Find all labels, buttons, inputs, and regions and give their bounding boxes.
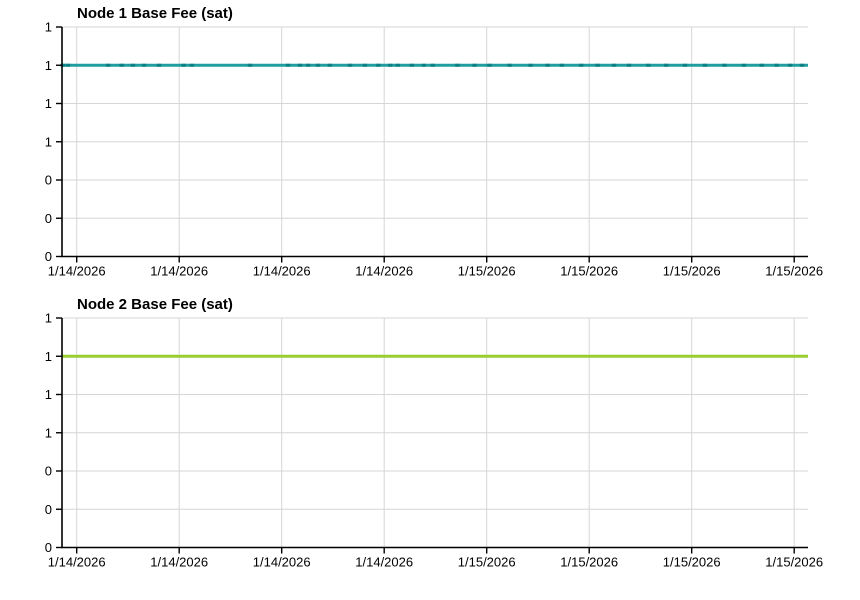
data-point-marker bbox=[297, 63, 303, 67]
x-tick-label: 1/15/2026 bbox=[765, 555, 823, 570]
chart-section-node2-base-fee: 1 1 1 1 0 0 0 1/14/2026 1/14/2026 1/14/2026 1/14/2… bbox=[0, 291, 860, 582]
y-tick-label: 1 bbox=[45, 425, 52, 440]
x-tick-label: 1/15/2026 bbox=[663, 555, 721, 570]
data-point-marker bbox=[65, 63, 71, 67]
data-point-marker bbox=[327, 63, 333, 67]
y-tick-label: 1 bbox=[45, 349, 52, 364]
data-point-marker bbox=[626, 63, 632, 67]
y-tick-label: 0 bbox=[45, 464, 52, 479]
chart-title-node2: Node 2 Base Fee (sat) bbox=[77, 296, 233, 313]
data-point-marker bbox=[141, 63, 147, 67]
data-point-marker bbox=[430, 63, 435, 67]
data-point-marker bbox=[595, 63, 600, 67]
data-point-marker bbox=[285, 63, 291, 67]
chart-title-node1: Node 1 Base Fee (sat) bbox=[77, 5, 233, 22]
data-point-marker bbox=[189, 63, 195, 67]
y-tick-label: 0 bbox=[45, 173, 52, 188]
y-tick-label: 0 bbox=[45, 249, 52, 264]
y-tick-label: 1 bbox=[45, 134, 52, 149]
data-point-marker bbox=[130, 63, 136, 67]
x-tick-label: 1/14/2026 bbox=[48, 555, 106, 570]
data-point-marker bbox=[362, 63, 368, 67]
y-tick-label: 0 bbox=[45, 502, 52, 517]
data-point-marker bbox=[787, 63, 793, 67]
x-tick-label: 1/14/2026 bbox=[355, 555, 413, 570]
y-tick-label: 1 bbox=[45, 20, 52, 35]
data-point-marker bbox=[315, 63, 321, 67]
y-tick-label: 1 bbox=[45, 387, 52, 402]
data-point-marker bbox=[741, 63, 747, 67]
data-point-marker bbox=[702, 63, 708, 67]
data-point-marker bbox=[472, 63, 477, 67]
x-tick-label: 1/15/2026 bbox=[458, 555, 516, 570]
data-point-marker bbox=[421, 63, 427, 67]
x-tick-label: 1/14/2026 bbox=[150, 555, 208, 570]
data-point-marker bbox=[682, 63, 688, 67]
data-point-marker bbox=[455, 63, 460, 67]
x-tick-label: 1/15/2026 bbox=[458, 264, 516, 279]
data-point-marker bbox=[799, 63, 805, 67]
data-point-marker bbox=[528, 63, 533, 67]
data-point-marker bbox=[388, 63, 393, 67]
x-tick-label: 1/15/2026 bbox=[765, 264, 823, 279]
x-tick-label: 1/14/2026 bbox=[253, 555, 311, 570]
data-point-marker bbox=[559, 63, 565, 67]
y-tick-label: 1 bbox=[45, 311, 52, 326]
data-point-marker bbox=[247, 63, 253, 67]
data-point-marker bbox=[395, 63, 400, 67]
data-point-marker bbox=[409, 63, 415, 67]
data-point-marker bbox=[106, 63, 111, 67]
y-tick-label: 0 bbox=[45, 211, 52, 226]
data-point-marker bbox=[646, 63, 651, 67]
chart-section-node1-base-fee: 1 1 1 1 0 0 0 1/14/2026 1/14/2026 1/14/2026 1/14/2… bbox=[0, 0, 860, 291]
x-tick-label: 1/14/2026 bbox=[253, 264, 311, 279]
x-tick-label: 1/15/2026 bbox=[663, 264, 721, 279]
y-tick-label: 1 bbox=[45, 96, 52, 111]
x-tick-label: 1/14/2026 bbox=[48, 264, 106, 279]
data-point-marker bbox=[181, 63, 186, 67]
data-point-marker bbox=[722, 63, 727, 67]
data-point-marker bbox=[507, 63, 512, 67]
x-tick-label: 1/14/2026 bbox=[355, 264, 413, 279]
data-point-marker bbox=[347, 63, 353, 67]
x-tick-label: 1/15/2026 bbox=[560, 555, 618, 570]
x-tick-label: 1/15/2026 bbox=[560, 264, 618, 279]
data-point-marker bbox=[664, 63, 669, 67]
data-point-marker bbox=[376, 63, 381, 67]
data-point-marker bbox=[305, 63, 311, 67]
data-point-marker bbox=[545, 63, 550, 67]
data-point-marker bbox=[119, 63, 124, 67]
y-tick-label: 0 bbox=[45, 540, 52, 555]
data-point-marker bbox=[774, 63, 779, 67]
data-point-marker bbox=[611, 63, 617, 67]
data-point-marker bbox=[487, 63, 492, 67]
data-point-marker bbox=[759, 63, 764, 67]
x-tick-label: 1/14/2026 bbox=[150, 264, 208, 279]
data-point-marker bbox=[579, 63, 584, 67]
y-tick-label: 1 bbox=[45, 58, 52, 73]
data-point-marker bbox=[156, 63, 162, 67]
